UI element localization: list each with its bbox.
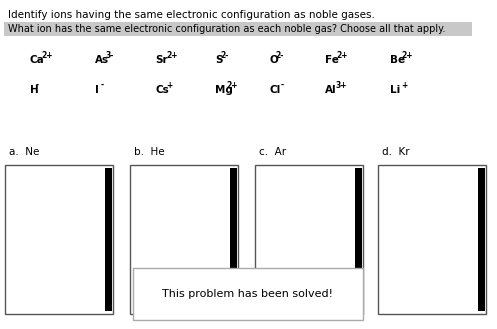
Bar	[355, 168, 362, 311]
Text: 2+: 2+	[336, 50, 347, 60]
Text: -: -	[281, 81, 284, 89]
Text: As: As	[95, 55, 109, 65]
Text: a.  Ne: a. Ne	[9, 147, 39, 157]
Bar	[4, 22, 472, 36]
Text: Sr: Sr	[155, 55, 167, 65]
Text: Li: Li	[390, 85, 400, 95]
Text: d.  Kr: d. Kr	[382, 147, 410, 157]
Text: Be: Be	[390, 55, 405, 65]
Text: O: O	[270, 55, 279, 65]
Bar	[133, 268, 363, 320]
Text: -: -	[100, 81, 104, 89]
Text: 2+: 2+	[401, 50, 413, 60]
Text: c.  Ar: c. Ar	[259, 147, 286, 157]
Text: Identify ions having the same electronic configuration as noble gases.: Identify ions having the same electronic…	[8, 10, 375, 20]
Bar	[230, 168, 237, 311]
Text: 3+: 3+	[336, 81, 347, 89]
Bar	[478, 168, 485, 311]
Text: This problem has been solved!: This problem has been solved!	[163, 289, 333, 299]
Text: b.  He: b. He	[134, 147, 165, 157]
Text: Fe: Fe	[325, 55, 339, 65]
Text: Al: Al	[325, 85, 336, 95]
Text: What ion has the same electronic configuration as each noble gas? Choose all tha: What ion has the same electronic configu…	[8, 24, 445, 34]
Text: 2+: 2+	[41, 50, 53, 60]
Bar	[378, 165, 486, 314]
Text: Cl: Cl	[270, 85, 281, 95]
Text: 2-: 2-	[275, 50, 284, 60]
Text: Ca: Ca	[30, 55, 45, 65]
Text: 3-: 3-	[106, 50, 114, 60]
Bar	[255, 165, 363, 314]
Bar	[5, 165, 113, 314]
Bar	[130, 165, 238, 314]
Text: I: I	[95, 85, 99, 95]
Text: +: +	[401, 81, 407, 89]
Text: 2+: 2+	[226, 81, 238, 89]
Text: +: +	[166, 81, 172, 89]
Text: -: -	[35, 81, 39, 89]
Text: S: S	[215, 55, 223, 65]
Text: Cs: Cs	[155, 85, 169, 95]
Text: 2-: 2-	[221, 50, 229, 60]
Text: 2+: 2+	[166, 50, 177, 60]
Bar	[105, 168, 112, 311]
Text: H: H	[30, 85, 39, 95]
Text: Mg: Mg	[215, 85, 233, 95]
